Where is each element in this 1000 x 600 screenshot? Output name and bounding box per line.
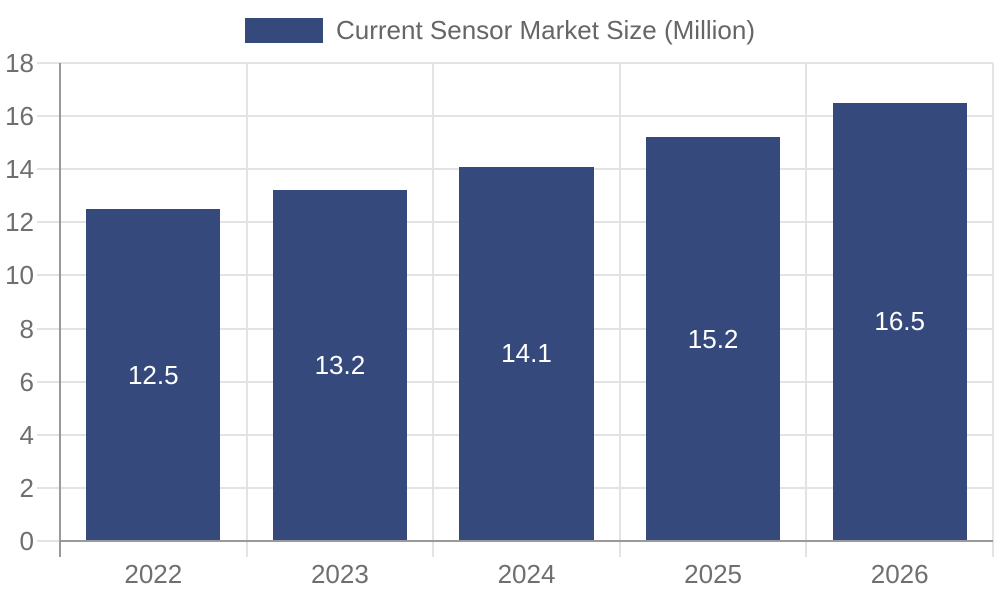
y-tick-label: 2 <box>19 472 34 503</box>
bar[interactable]: 14.1 <box>459 166 594 541</box>
y-tick-label: 8 <box>19 313 34 344</box>
y-tick-label: 6 <box>19 366 34 397</box>
x-axis-line <box>60 540 993 542</box>
bar[interactable]: 16.5 <box>832 102 967 541</box>
x-tick-line <box>992 63 994 557</box>
y-tick-label: 10 <box>5 260 34 291</box>
y-tick-label: 0 <box>19 526 34 556</box>
bar-value-label: 16.5 <box>874 306 925 337</box>
legend-label: Current Sensor Market Size (Million) <box>335 15 755 45</box>
y-axis-line <box>59 63 61 557</box>
bar[interactable]: 15.2 <box>645 137 781 541</box>
y-tick-label: 14 <box>5 154 34 185</box>
y-tick-label: 4 <box>19 419 34 450</box>
y-gridline <box>37 115 993 118</box>
y-tick-label: 16 <box>5 101 34 132</box>
y-gridline <box>37 62 993 64</box>
x-tick-label: 2022 <box>124 559 183 589</box>
legend-item[interactable]: Current Sensor Market Size (Million) <box>0 15 1000 45</box>
y-tick-label: 12 <box>5 207 34 238</box>
x-tick-line <box>618 63 621 557</box>
x-tick-label: 2023 <box>310 559 369 589</box>
bar[interactable]: 12.5 <box>86 209 221 541</box>
x-tick-line <box>245 63 248 557</box>
y-tick-label: 18 <box>5 48 34 78</box>
bar[interactable]: 13.2 <box>272 190 408 541</box>
bar-value-label: 15.2 <box>687 323 739 354</box>
x-tick-line <box>432 63 435 557</box>
x-tick-label: 2025 <box>684 559 743 589</box>
x-tick-label: 2026 <box>870 559 929 589</box>
x-tick-label: 2024 <box>497 559 556 589</box>
legend-swatch <box>244 17 323 43</box>
bar-value-label: 12.5 <box>127 359 179 390</box>
x-tick-line <box>805 63 808 557</box>
bar-value-label: 13.2 <box>314 350 366 381</box>
bar-value-label: 14.1 <box>501 338 552 369</box>
